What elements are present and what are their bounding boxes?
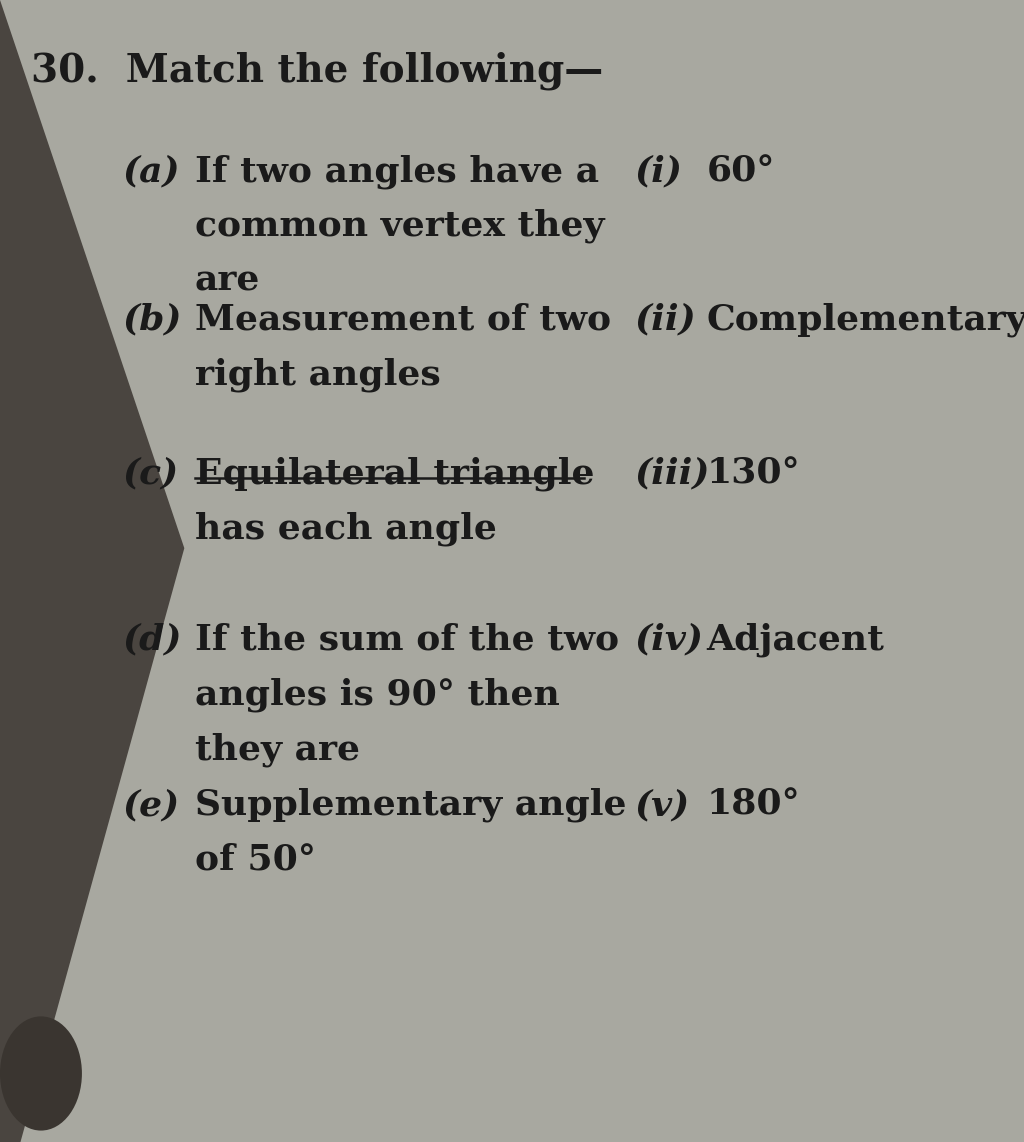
Text: are: are: [195, 264, 260, 298]
Text: (iii): (iii): [635, 457, 711, 491]
Text: 180°: 180°: [707, 788, 800, 822]
Text: Supplementary angle: Supplementary angle: [195, 788, 626, 822]
Text: 130°: 130°: [707, 457, 800, 491]
Text: right angles: right angles: [195, 357, 440, 392]
Text: they are: they are: [195, 732, 359, 766]
Text: (iv): (iv): [635, 622, 703, 657]
Text: Measurement of two: Measurement of two: [195, 303, 610, 337]
Text: (b): (b): [123, 303, 182, 337]
Text: (ii): (ii): [635, 303, 696, 337]
Text: Equilateral triangle: Equilateral triangle: [195, 457, 594, 491]
Text: If two angles have a: If two angles have a: [195, 154, 599, 188]
Text: (a): (a): [123, 154, 180, 188]
Text: Complementary: Complementary: [707, 303, 1024, 337]
Text: (d): (d): [123, 622, 182, 657]
Text: common vertex they: common vertex they: [195, 209, 604, 243]
Text: (c): (c): [123, 457, 179, 491]
Text: (i): (i): [635, 154, 683, 188]
Text: (v): (v): [635, 788, 690, 822]
Text: Adjacent: Adjacent: [707, 622, 885, 657]
Text: (e): (e): [123, 788, 180, 822]
Text: angles is 90° then: angles is 90° then: [195, 677, 559, 711]
Text: of 50°: of 50°: [195, 843, 315, 877]
Ellipse shape: [0, 1016, 82, 1131]
Text: 30.  Match the following—: 30. Match the following—: [31, 51, 603, 90]
Text: 60°: 60°: [707, 154, 775, 188]
Polygon shape: [0, 0, 184, 1142]
Text: has each angle: has each angle: [195, 512, 497, 546]
Text: If the sum of the two: If the sum of the two: [195, 622, 618, 657]
